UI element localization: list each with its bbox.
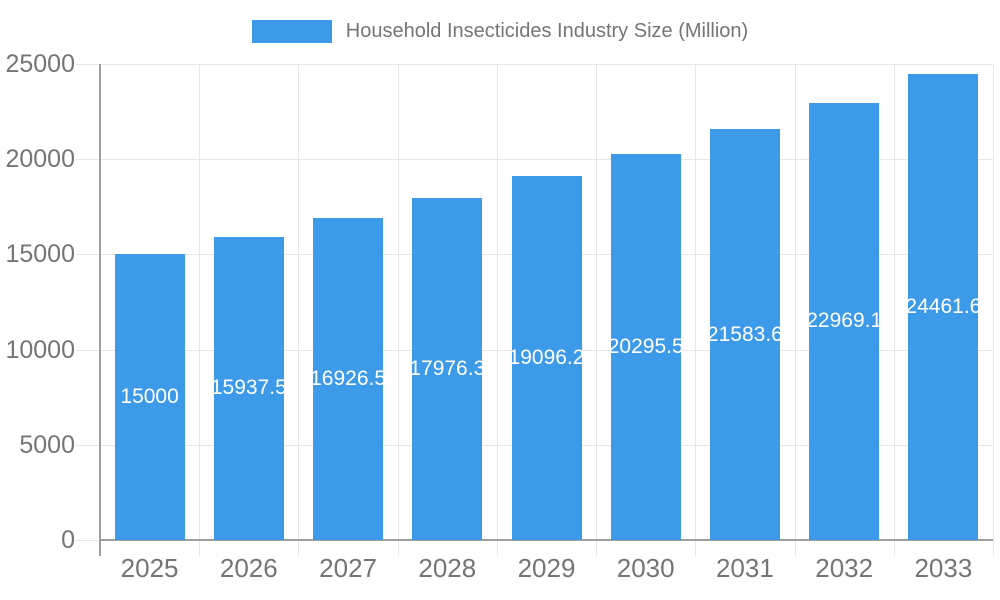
y-tick-label: 0 [61, 526, 75, 554]
x-tick-label: 2029 [517, 553, 576, 583]
x-tick-label: 2031 [715, 553, 774, 583]
bar-value-label: 15000 [120, 385, 179, 409]
legend-swatch [251, 19, 332, 43]
v-gridline [596, 64, 598, 556]
bar-value-label: 16926.5 [313, 366, 384, 390]
bar-value-label: 19096.2 [511, 346, 582, 370]
v-gridline [298, 64, 300, 556]
y-tick-label: 25000 [5, 50, 75, 78]
bar-2033[interactable]: 24461.6 [908, 74, 979, 540]
bar-value-label: 15937.5 [213, 376, 284, 400]
bar-value-label: 17976.3 [412, 356, 483, 380]
bar-2032[interactable]: 22969.1 [809, 102, 880, 540]
v-gridline [993, 64, 994, 556]
y-tick-label: 10000 [5, 335, 75, 364]
h-gridline [76, 64, 993, 65]
v-gridline [397, 64, 399, 556]
legend-label: Household Insecticides Industry Size (Mi… [345, 19, 749, 42]
bar-2028[interactable]: 17976.3 [412, 197, 483, 540]
x-tick-label: 2025 [120, 553, 179, 583]
chart-legend: Household Insecticides Industry Size (Mi… [0, 16, 1000, 46]
y-tick-label: 20000 [5, 145, 75, 174]
y-axis-line [99, 64, 101, 556]
x-axis-line [99, 539, 993, 541]
x-tick-label: 2028 [418, 553, 477, 583]
x-tick-label: 2033 [914, 553, 973, 583]
x-axis-tick [76, 540, 100, 541]
bar-value-label: 22969.1 [809, 309, 880, 333]
bar-2027[interactable]: 16926.5 [313, 217, 384, 540]
y-tick-label: 15000 [5, 240, 75, 269]
v-gridline [695, 64, 697, 556]
v-gridline [496, 64, 498, 556]
bar-value-label: 24461.6 [908, 295, 979, 319]
bar-value-label: 20295.5 [610, 334, 681, 358]
v-gridline [199, 64, 201, 556]
bar-2031[interactable]: 21583.6 [709, 129, 780, 540]
x-tick-label: 2027 [319, 553, 378, 583]
bar-2029[interactable]: 19096.2 [511, 176, 582, 540]
bar-2030[interactable]: 20295.5 [610, 153, 681, 540]
bar-2025[interactable]: 15000 [114, 254, 185, 540]
h-gridline [76, 159, 993, 161]
v-gridline [794, 64, 796, 556]
y-tick-label: 5000 [19, 430, 75, 459]
bar-2026[interactable]: 15937.5 [213, 236, 284, 540]
bar-value-label: 21583.6 [709, 322, 780, 346]
x-tick-label: 2030 [616, 553, 675, 583]
x-tick-label: 2032 [815, 553, 874, 583]
x-tick-label: 2026 [219, 553, 278, 583]
v-gridline [893, 64, 895, 556]
